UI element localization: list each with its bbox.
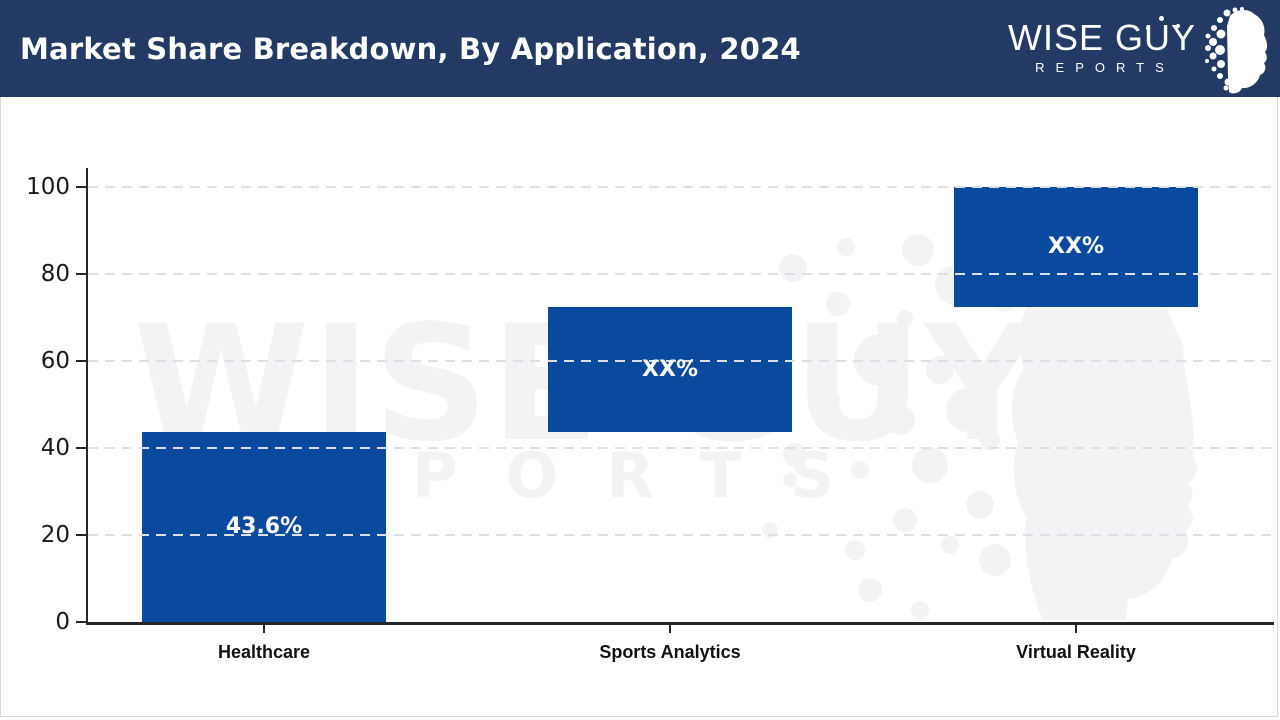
bar-value-label: 43.6% [225,514,303,540]
gridline [88,186,1272,188]
x-tick-mark [1075,625,1077,633]
y-tick-label: 60 [40,348,70,374]
brand-subtitle: REPORTS [1035,60,1175,75]
logo-accent-dot [1159,16,1164,21]
y-tick-mark [76,447,86,449]
page-title: Market Share Breakdown, By Application, … [20,31,801,66]
x-axis-line [86,622,1274,625]
y-tick-mark [76,621,86,623]
x-category-label: Sports Analytics [599,642,741,662]
gridline [88,534,1272,536]
plot: 43.6% XX% XX% 0 20 40 60 80 100 Healthcare Sports … [0,97,1280,720]
y-tick-label: 100 [26,174,70,200]
y-tick-label: 0 [55,609,70,635]
brand-logo-text: WISE GUY REPORTS [1008,18,1196,77]
x-category-label: Healthcare [217,642,311,662]
bar [142,432,386,622]
y-axis-line [86,168,88,625]
y-tick-mark [76,273,86,275]
gridline [88,360,1272,362]
header: Market Share Breakdown, By Application, … [0,0,1280,97]
bar [954,187,1198,308]
brand-logo: WISE GUY REPORTS [1008,4,1268,94]
bar [548,307,792,433]
logo-accent-dot [1146,26,1150,30]
y-tick-label: 80 [40,261,70,287]
x-tick-mark [669,625,671,633]
bar-value-label: XX% [642,356,698,382]
y-tick-label: 40 [40,435,70,461]
y-tick-mark [76,360,86,362]
y-tick-label: 20 [40,522,70,548]
x-tick-mark [263,625,265,633]
wiseguy-face-logo-icon [1205,7,1268,94]
y-tick-mark [76,534,86,536]
x-category-label: Virtual Reality [1016,642,1136,662]
chart-area: WISE GUY REPORTS 43.6% XX% XX% 0 20 40 60 80 100… [0,97,1280,720]
gridline [88,273,1272,275]
gridline [88,447,1272,449]
y-tick-mark [76,186,86,188]
bar-value-label: XX% [1048,234,1104,260]
logo-accent-dot [1176,24,1180,28]
brand-name: WISE GUY [1007,17,1196,58]
